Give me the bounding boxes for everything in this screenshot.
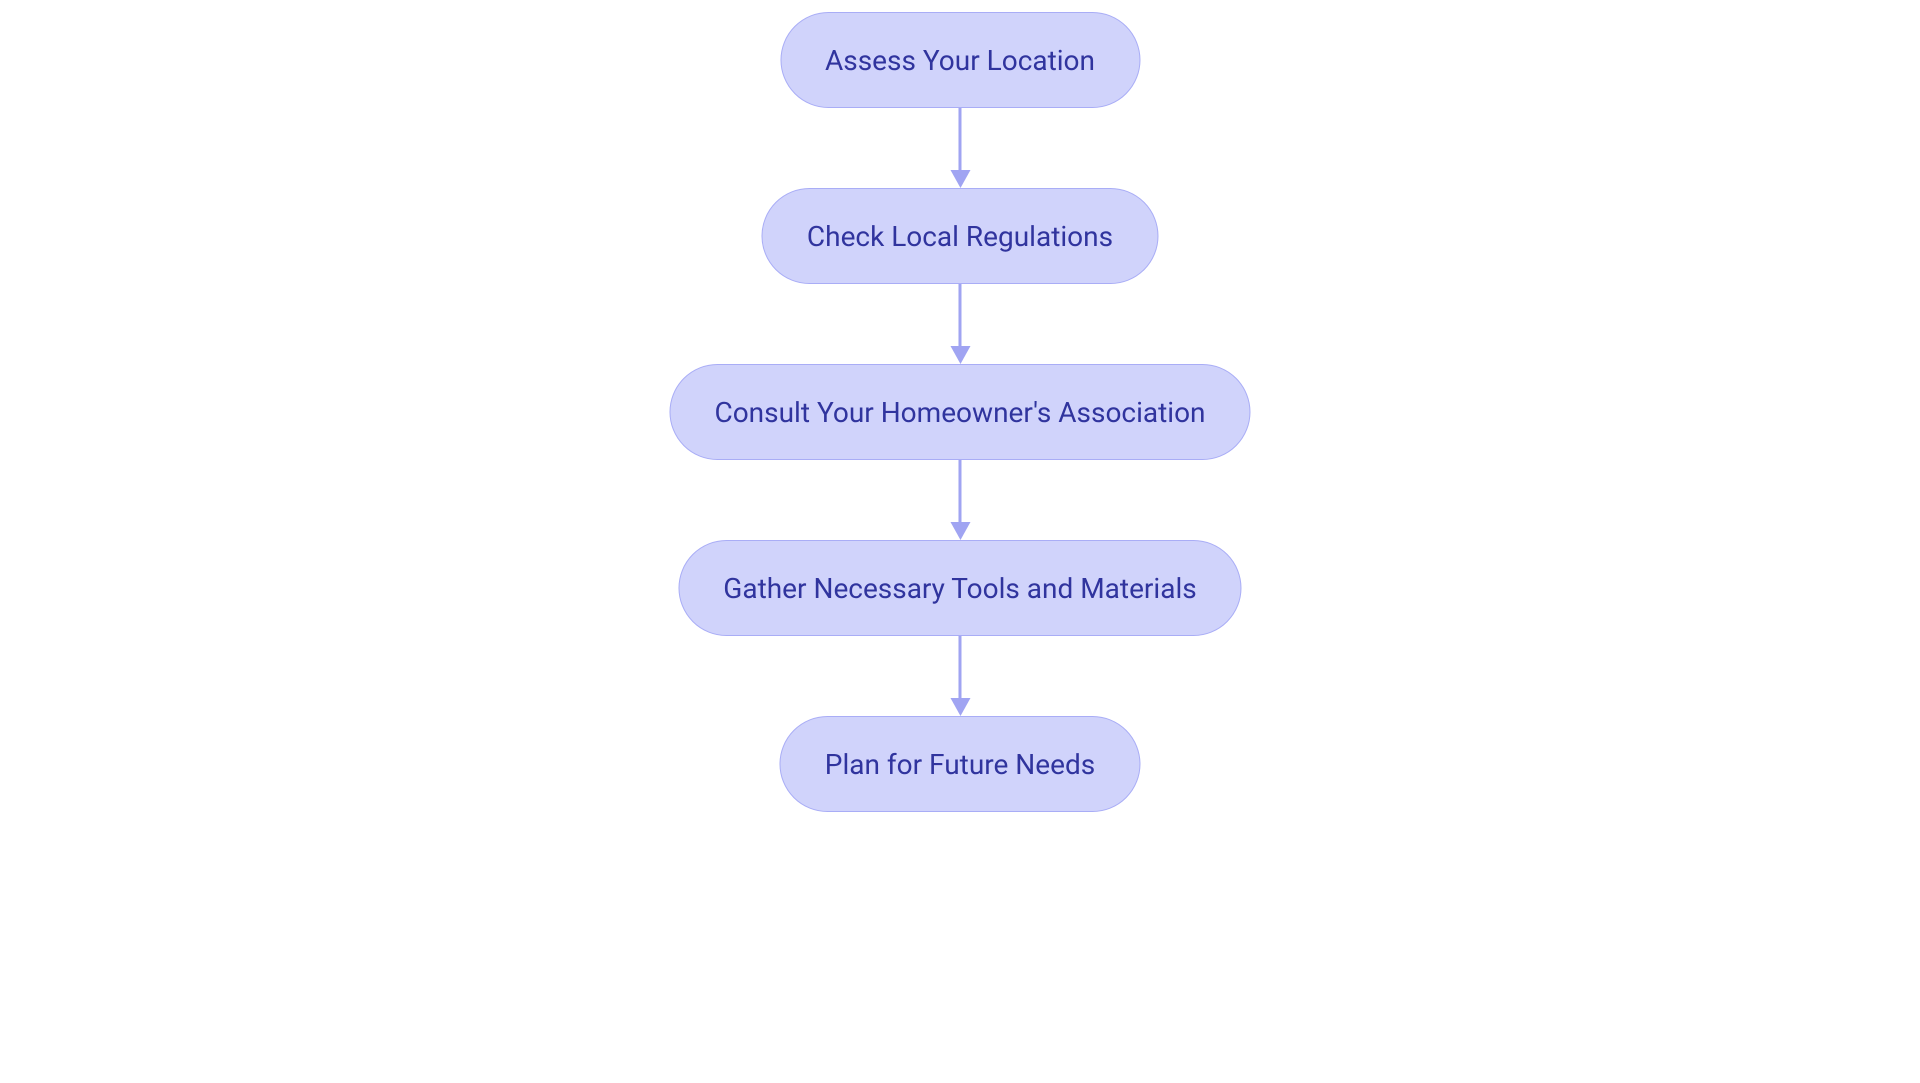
flowchart-node-label: Consult Your Homeowner's Association xyxy=(714,396,1205,429)
flowchart-node-label: Assess Your Location xyxy=(825,44,1095,77)
arrow-line xyxy=(959,284,962,346)
arrow-head-icon xyxy=(950,346,970,364)
flowchart-node: Check Local Regulations xyxy=(762,188,1158,284)
arrow-head-icon xyxy=(950,522,970,540)
flowchart-node: Plan for Future Needs xyxy=(780,716,1140,812)
flowchart-node-label: Gather Necessary Tools and Materials xyxy=(723,572,1196,605)
flowchart-arrow xyxy=(950,284,970,364)
flowchart-arrow xyxy=(950,460,970,540)
flowchart-node-label: Plan for Future Needs xyxy=(825,748,1095,781)
flowchart-arrow xyxy=(950,636,970,716)
flowchart-node: Assess Your Location xyxy=(780,12,1140,108)
arrow-line xyxy=(959,636,962,698)
flowchart-node: Gather Necessary Tools and Materials xyxy=(678,540,1241,636)
flowchart-container: Assess Your Location Check Local Regulat… xyxy=(669,12,1250,812)
arrow-head-icon xyxy=(950,698,970,716)
flowchart-node: Consult Your Homeowner's Association xyxy=(669,364,1250,460)
arrow-line xyxy=(959,460,962,522)
flowchart-node-label: Check Local Regulations xyxy=(807,220,1113,253)
flowchart-arrow xyxy=(950,108,970,188)
arrow-line xyxy=(959,108,962,170)
arrow-head-icon xyxy=(950,170,970,188)
